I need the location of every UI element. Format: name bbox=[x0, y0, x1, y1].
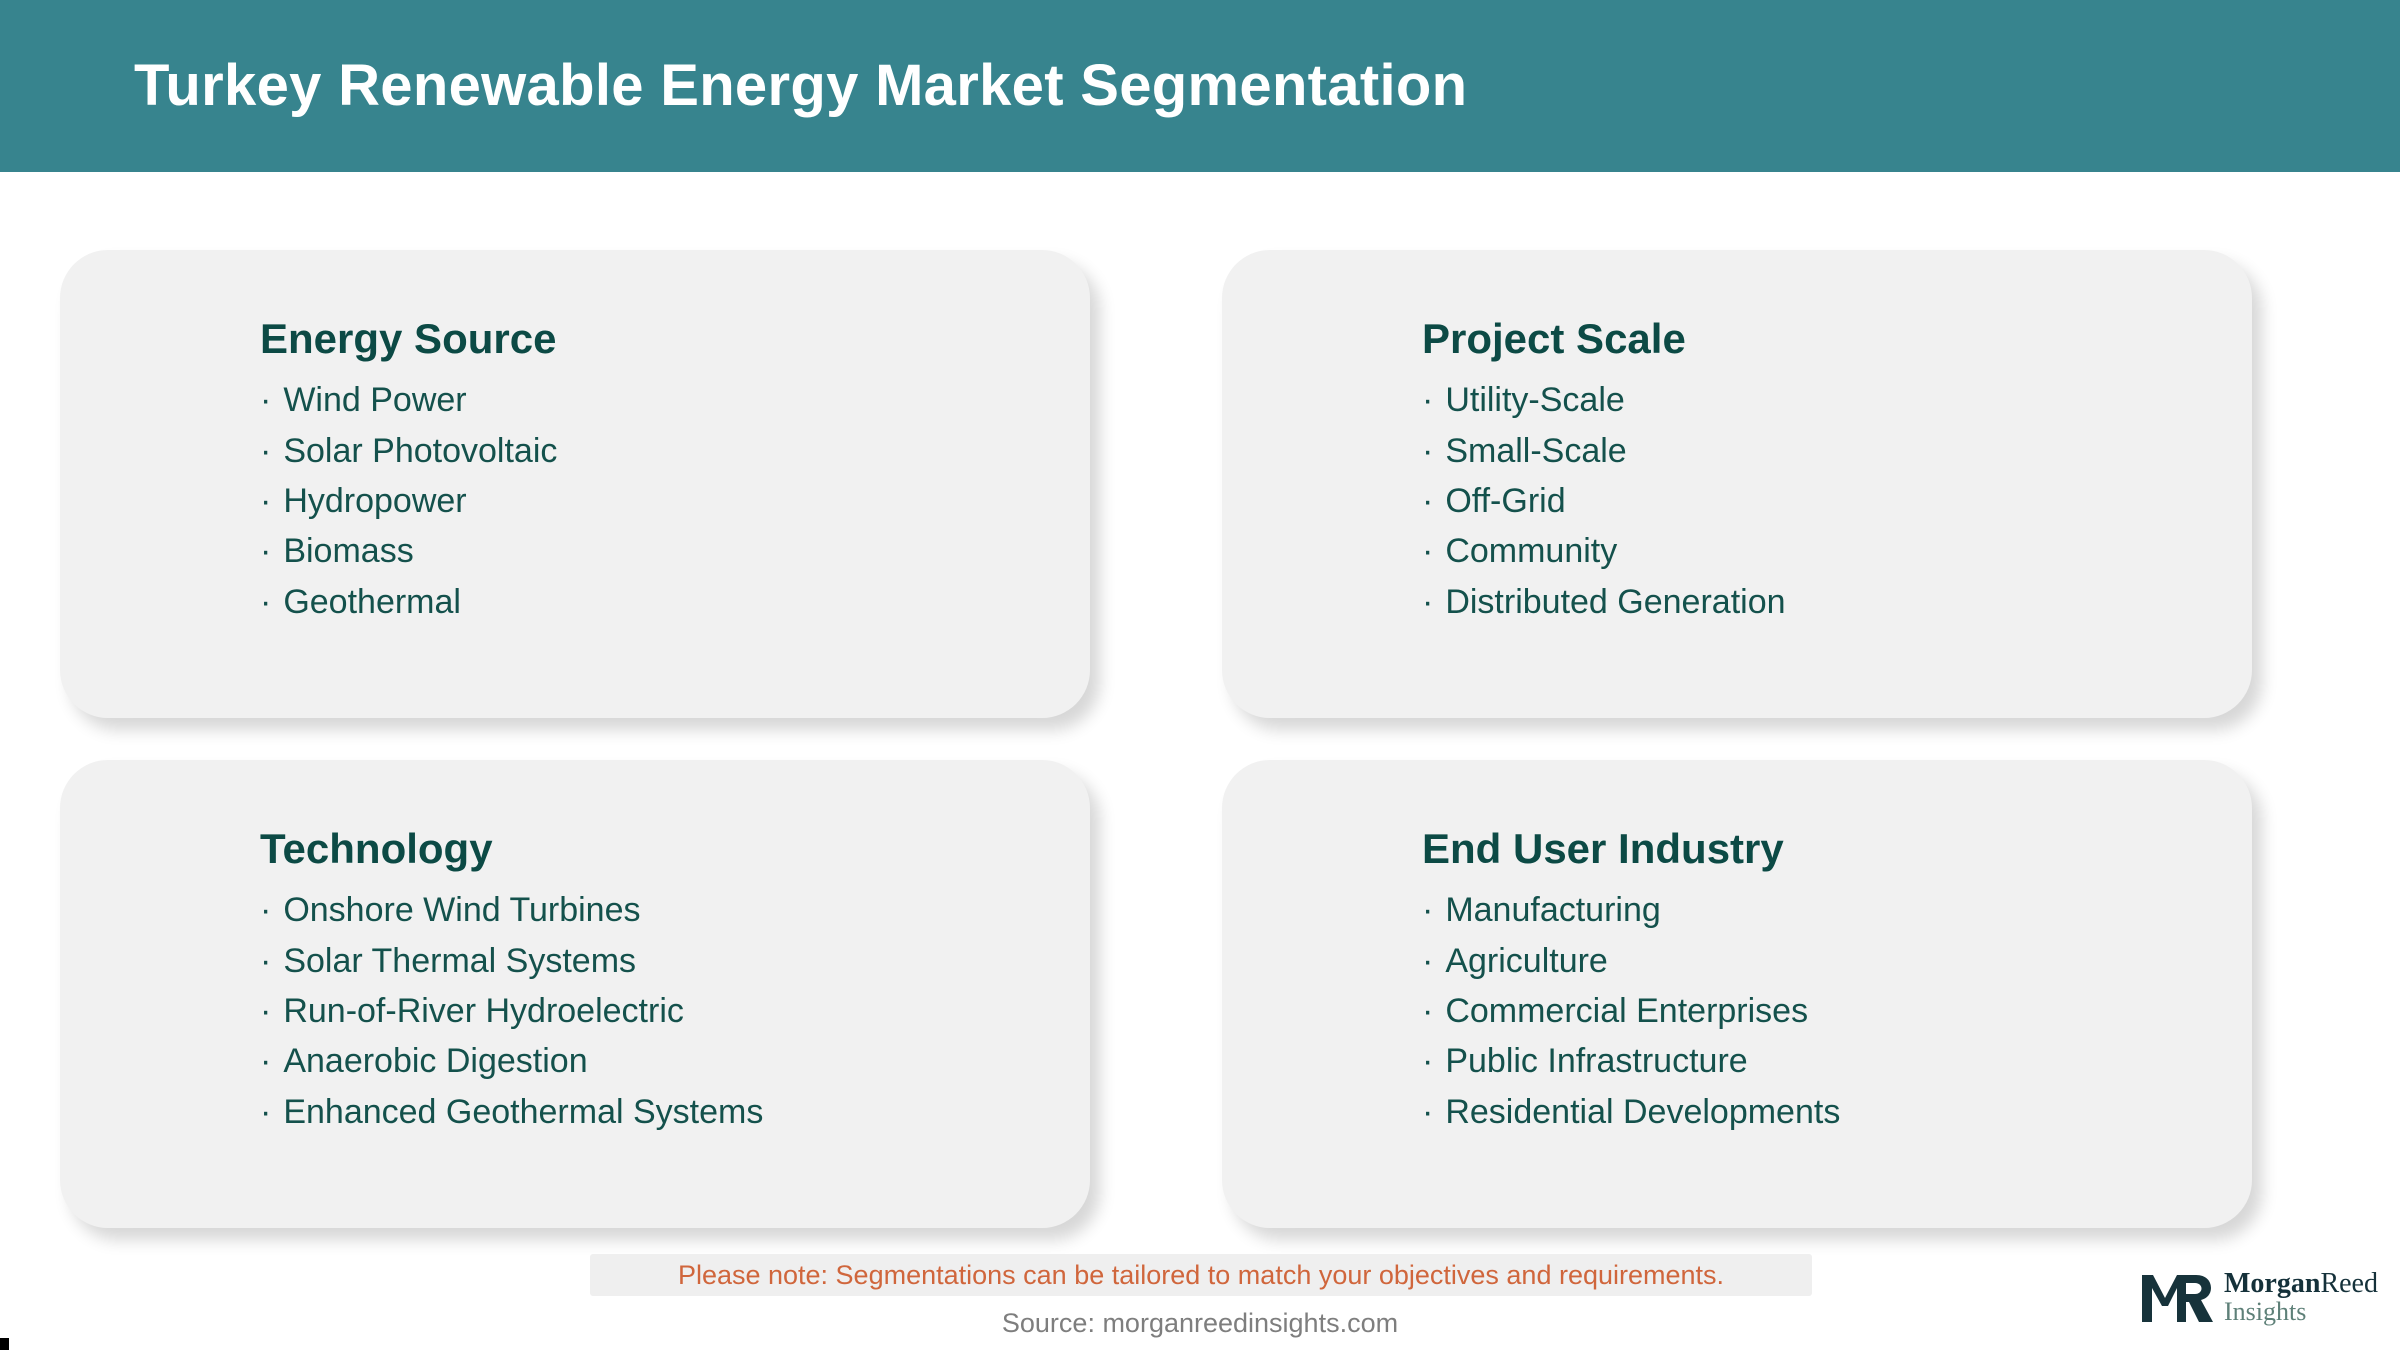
list-item-label: Run-of-River Hydroelectric bbox=[283, 991, 684, 1030]
corner-marker bbox=[0, 1338, 9, 1350]
bullet-icon: · bbox=[260, 1092, 272, 1131]
list-item: · Enhanced Geothermal Systems bbox=[260, 1087, 1030, 1137]
segmentation-card[interactable]: Project Scale · Utility-Scale · Small-Scal… bbox=[1222, 250, 2252, 718]
segmentation-card[interactable]: Energy Source · Wind Power · Solar Photovo… bbox=[60, 250, 1090, 718]
bullet-icon: · bbox=[1422, 1042, 1434, 1081]
list-item: · Public Infrastructure bbox=[1422, 1036, 2192, 1086]
header-bar: Turkey Renewable Energy Market Segmentat… bbox=[0, 0, 2400, 172]
list-item-label: Enhanced Geothermal Systems bbox=[283, 1092, 764, 1131]
card-item-list: · Wind Power · Solar Photovoltaic · Hydropo… bbox=[260, 375, 1030, 627]
footer: Please note: Segmentations can be tailor… bbox=[0, 1240, 2400, 1350]
list-item: · Off-Grid bbox=[1422, 476, 2192, 526]
list-item: · Agriculture bbox=[1422, 936, 2192, 986]
list-item: · Geothermal bbox=[260, 577, 1030, 627]
note-text: Please note: Segmentations can be tailor… bbox=[677, 1259, 1725, 1290]
list-item: · Community bbox=[1422, 526, 2192, 576]
card-item-list: · Onshore Wind Turbines · Solar Thermal Sy… bbox=[260, 885, 1030, 1137]
bullet-icon: · bbox=[1422, 941, 1434, 980]
list-item-label: Commercial Enterprises bbox=[1445, 991, 1809, 1030]
list-item-label: Solar Thermal Systems bbox=[283, 941, 637, 980]
list-item: · Manufacturing bbox=[1422, 885, 2192, 935]
logo-morgan: Morgan bbox=[2224, 1268, 2321, 1300]
list-item: · Residential Developments bbox=[1422, 1087, 2192, 1137]
list-item-label: Solar Photovoltaic bbox=[283, 431, 558, 470]
list-item: · Anaerobic Digestion bbox=[260, 1036, 1030, 1086]
bullet-icon: · bbox=[260, 481, 272, 520]
segmentation-card-grid: Energy Source · Wind Power · Solar Photovo… bbox=[0, 172, 2400, 1228]
mr-monogram-icon bbox=[2142, 1275, 2213, 1322]
bullet-icon: · bbox=[1422, 532, 1434, 571]
bullet-icon: · bbox=[1422, 481, 1434, 520]
segmentation-card[interactable]: End User Industry · Manufacturing · Agricu… bbox=[1222, 760, 2252, 1228]
list-item-label: Small-Scale bbox=[1445, 431, 1627, 470]
bullet-icon: · bbox=[260, 582, 272, 621]
list-item-label: Off-Grid bbox=[1445, 481, 1566, 520]
list-item-label: Utility-Scale bbox=[1445, 381, 1625, 420]
logo-reed: Reed bbox=[2320, 1268, 2378, 1300]
list-item-label: Geothermal bbox=[283, 582, 461, 621]
logo-tagline: Insights bbox=[2224, 1297, 2307, 1327]
list-item: · Onshore Wind Turbines bbox=[260, 885, 1030, 935]
segmentation-card[interactable]: Technology · Onshore Wind Turbines · Solar… bbox=[60, 760, 1090, 1228]
list-item: · Biomass bbox=[260, 526, 1030, 576]
card-title: End User Industry bbox=[1422, 825, 1784, 872]
bullet-icon: · bbox=[260, 431, 272, 470]
list-item-label: Manufacturing bbox=[1445, 891, 1661, 930]
card-title: Technology bbox=[260, 825, 493, 872]
list-item-label: Wind Power bbox=[283, 381, 467, 420]
bullet-icon: · bbox=[260, 381, 272, 420]
list-item: · Solar Photovoltaic bbox=[260, 426, 1030, 476]
list-item: · Solar Thermal Systems bbox=[260, 936, 1030, 986]
list-item-label: Hydropower bbox=[283, 481, 467, 520]
list-item-label: Residential Developments bbox=[1445, 1092, 1841, 1131]
list-item-label: Public Infrastructure bbox=[1445, 1042, 1748, 1081]
list-item: · Small-Scale bbox=[1422, 426, 2192, 476]
bullet-icon: · bbox=[1422, 381, 1434, 420]
bullet-icon: · bbox=[260, 991, 272, 1030]
morganreed-logo[interactable]: MorganReed Insights bbox=[2140, 1262, 2380, 1334]
bullet-icon: · bbox=[260, 941, 272, 980]
list-item: · Commercial Enterprises bbox=[1422, 986, 2192, 1036]
page-title: Turkey Renewable Energy Market Segmentat… bbox=[134, 53, 1468, 118]
list-item-label: Anaerobic Digestion bbox=[283, 1042, 588, 1081]
card-item-list: · Utility-Scale · Small-Scale · Off-Grid · C… bbox=[1422, 375, 2192, 627]
note-banner: Please note: Segmentations can be tailor… bbox=[590, 1254, 1812, 1296]
bullet-icon: · bbox=[1422, 582, 1434, 621]
bullet-icon: · bbox=[1422, 431, 1434, 470]
card-item-list: · Manufacturing · Agriculture · Commercial … bbox=[1422, 885, 2192, 1137]
list-item: · Distributed Generation bbox=[1422, 577, 2192, 627]
card-title: Energy Source bbox=[260, 315, 557, 362]
card-title: Project Scale bbox=[1422, 315, 1686, 362]
source-text: Source: morganreedinsights.com bbox=[1001, 1308, 1399, 1338]
logo-wordmark: MorganReed Insights bbox=[2224, 1270, 2378, 1325]
list-item-label: Biomass bbox=[283, 532, 414, 571]
list-item-label: Onshore Wind Turbines bbox=[283, 891, 641, 930]
bullet-icon: · bbox=[260, 532, 272, 571]
list-item-label: Community bbox=[1445, 532, 1618, 571]
list-item-label: Distributed Generation bbox=[1445, 582, 1786, 621]
bullet-icon: · bbox=[1422, 991, 1434, 1030]
bullet-icon: · bbox=[1422, 1092, 1434, 1131]
list-item-label: Agriculture bbox=[1445, 941, 1608, 980]
bullet-icon: · bbox=[260, 891, 272, 930]
list-item: · Run-of-River Hydroelectric bbox=[260, 986, 1030, 1036]
bullet-icon: · bbox=[260, 1042, 272, 1081]
logo-company-name: MorganReed bbox=[2224, 1270, 2378, 1299]
list-item: · Wind Power bbox=[260, 375, 1030, 425]
bullet-icon: · bbox=[1422, 891, 1434, 930]
list-item: · Hydropower bbox=[260, 476, 1030, 526]
list-item: · Utility-Scale bbox=[1422, 375, 2192, 425]
